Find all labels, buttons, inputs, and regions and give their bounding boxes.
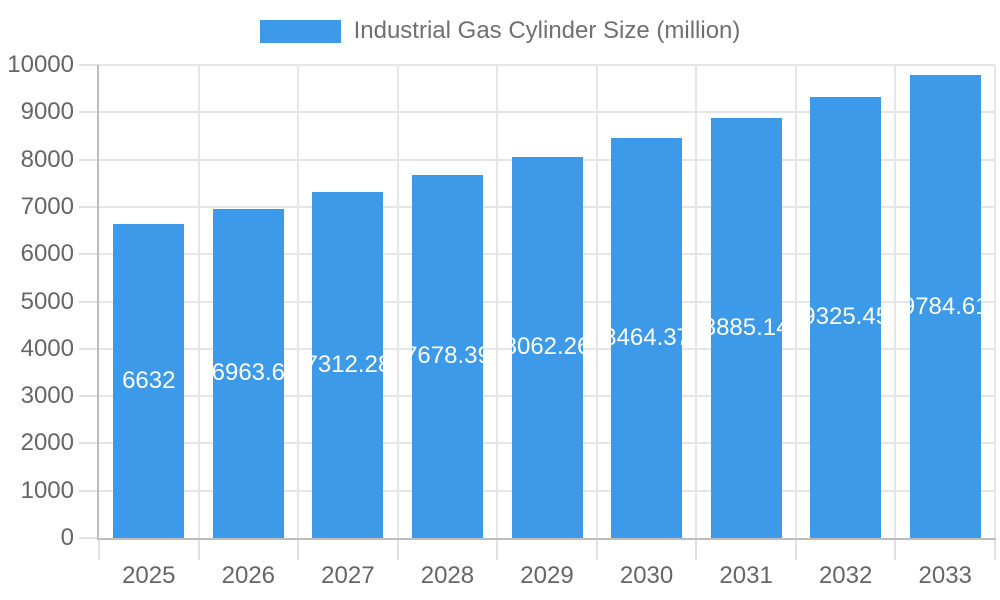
x-tick-mark <box>297 540 300 560</box>
gridline-v <box>894 65 897 538</box>
y-axis-label: 9000 <box>20 98 74 126</box>
x-tick-mark <box>496 540 499 560</box>
y-axis-label: 6000 <box>20 240 74 268</box>
x-axis-label-2026: 2026 <box>221 562 276 589</box>
x-tick-mark <box>197 540 200 560</box>
bar-2025[interactable]: 6632 <box>113 224 185 538</box>
gridline-v <box>695 65 698 538</box>
gridline-v <box>794 65 797 538</box>
y-tick-mark <box>79 64 99 66</box>
y-axis-label: 4000 <box>20 334 74 362</box>
x-tick-mark <box>98 540 100 560</box>
y-axis-label: 1000 <box>20 476 74 504</box>
bar-2026[interactable]: 6963.6 <box>212 208 284 538</box>
x-tick-mark <box>994 540 996 560</box>
y-tick-mark <box>79 300 99 303</box>
y-tick-mark <box>79 347 99 350</box>
x-axis-label-2033: 2033 <box>918 562 972 589</box>
bar-2031[interactable]: 8885.14 <box>710 117 782 538</box>
y-tick-mark <box>79 442 99 445</box>
bar-value-label: 9784.61 <box>910 292 981 320</box>
y-axis-label: 8000 <box>20 145 74 173</box>
gridline-h <box>99 111 995 114</box>
bar-value-label: 7312.28 <box>312 351 383 379</box>
x-axis-label-2027: 2027 <box>321 562 375 589</box>
gridline-v <box>595 65 598 538</box>
y-tick-mark <box>79 111 99 114</box>
bar-value-label: 9325.45 <box>810 303 881 331</box>
x-tick-mark <box>595 540 598 560</box>
y-tick-mark <box>79 537 99 539</box>
gridline-v <box>994 65 996 538</box>
gridline-v <box>496 65 499 538</box>
gridline-v <box>197 65 200 538</box>
bar-value-label: 6632 <box>122 367 176 395</box>
bar-value-label: 8885.14 <box>711 313 782 341</box>
x-axis-label-2028: 2028 <box>420 562 475 589</box>
y-axis-line <box>97 65 99 540</box>
y-axis-label: 10000 <box>7 51 74 78</box>
gridline-v <box>297 65 300 538</box>
bar-2032[interactable]: 9325.45 <box>810 96 882 538</box>
gridline-v <box>396 65 399 538</box>
legend-swatch <box>259 19 341 43</box>
bar-2033[interactable]: 9784.61 <box>909 75 981 538</box>
x-tick-mark <box>894 540 897 560</box>
y-axis-label: 5000 <box>20 287 74 315</box>
bar-value-label: 8464.37 <box>611 323 682 351</box>
x-axis-label-2031: 2031 <box>719 562 773 589</box>
y-tick-mark <box>79 158 99 161</box>
y-tick-mark <box>79 489 99 492</box>
y-axis-label: 3000 <box>20 382 74 410</box>
y-tick-mark <box>79 395 99 398</box>
x-axis-label-2029: 2029 <box>520 562 574 589</box>
x-tick-mark <box>695 540 698 560</box>
y-axis-label: 0 <box>60 524 74 551</box>
y-axis-label: 7000 <box>20 192 74 220</box>
bar-2027[interactable]: 7312.28 <box>312 192 384 538</box>
x-axis-label-2030: 2030 <box>619 562 674 589</box>
gridline-h <box>99 64 995 66</box>
x-axis-line <box>97 538 996 540</box>
legend-item[interactable]: Industrial Gas Cylinder Size (million) <box>0 17 1000 45</box>
x-tick-mark <box>396 540 399 560</box>
x-axis-label-2025: 2025 <box>122 562 176 589</box>
x-axis-label-2032: 2032 <box>818 562 873 589</box>
y-axis-label: 2000 <box>20 429 74 457</box>
x-tick-mark <box>794 540 797 560</box>
y-tick-mark <box>79 205 99 208</box>
bar-value-label: 6963.6 <box>212 359 284 387</box>
bar-2030[interactable]: 8464.37 <box>611 137 683 538</box>
y-tick-mark <box>79 253 99 256</box>
legend-label: Industrial Gas Cylinder Size (million) <box>353 17 741 44</box>
